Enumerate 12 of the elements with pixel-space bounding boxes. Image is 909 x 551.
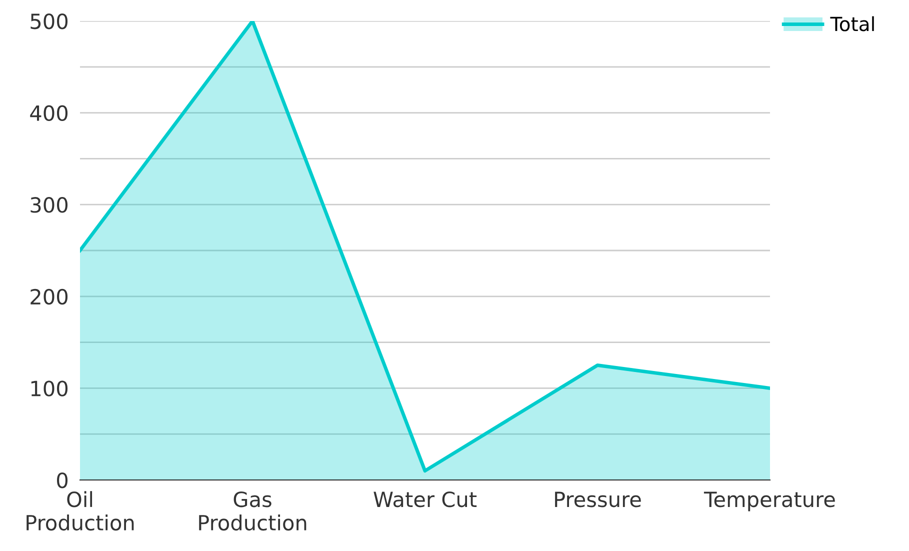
- y-tick-label: 500: [30, 13, 68, 30]
- x-tick-label: Gas Production: [199, 491, 306, 531]
- y-tick-label: 300: [30, 197, 68, 213]
- y-tick-label: 100: [31, 380, 68, 396]
- x-tick-label: Pressure: [555, 492, 641, 508]
- y-tick-label: 0: [57, 472, 68, 488]
- y-tick-label: 200: [30, 288, 68, 305]
- x-tick-label: Water Cut: [374, 491, 477, 508]
- x-tick-label: Oil Production: [26, 491, 134, 531]
- y-tick-label: 400: [30, 105, 68, 122]
- legend-label: Total: [830, 16, 874, 32]
- x-tick-label: Temperature: [704, 492, 835, 512]
